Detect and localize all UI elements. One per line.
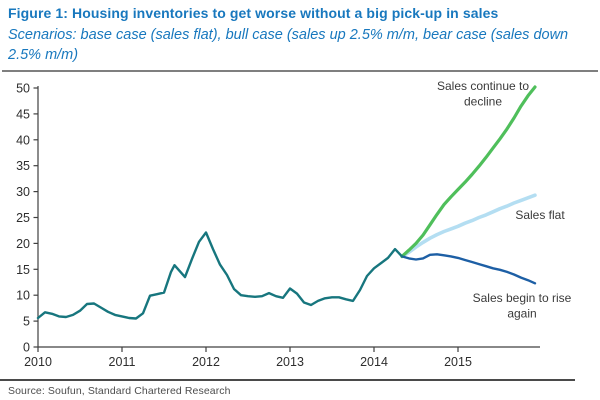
axis-lines [37,86,540,348]
annotation-bull-line2: again [507,307,536,321]
annotation-base-line1: Sales flat [515,208,565,222]
figure-subtitle: Scenarios: base case (sales flat), bull … [8,27,569,63]
x-axis-label-2011: 2011 [109,355,136,369]
y-axis-label-25: 25 [16,211,30,225]
header-separator [2,70,598,72]
series-bull-sales-begin-to-rise-again [400,253,537,285]
figure-header: Figure 1: Housing inventories to get wor… [8,4,594,65]
annotation-bear-line1: Sales continue to [437,79,529,93]
series-historical [36,231,404,320]
x-axis-label-2013: 2013 [276,355,304,369]
y-axis-label-15: 15 [16,263,30,277]
y-axis-label-45: 45 [16,107,30,121]
x-axis-label-2012: 2012 [192,355,220,369]
y-axis-label-20: 20 [16,237,30,251]
y-axis-label-40: 40 [16,133,30,147]
y-axis-label-35: 35 [16,159,30,173]
y-axis-label-5: 5 [23,315,30,329]
figure-title: Figure 1: Housing inventories to get wor… [8,5,499,21]
footer-separator [0,379,575,381]
annotation-bull-line1: Sales begin to rise [473,291,572,305]
x-axis-label-2015: 2015 [444,355,472,369]
y-axis-label-50: 50 [16,82,30,96]
source-note: Source: Soufun, Standard Chartered Resea… [8,385,231,397]
y-axis-label-30: 30 [16,185,30,199]
y-axis-label-0: 0 [23,341,30,355]
x-axis-label-2014: 2014 [360,355,388,369]
annotation-bear-line2: decline [464,95,502,109]
series-bear-sales-continue-to-decline [400,85,537,258]
x-axis-label-2010: 2010 [24,355,52,369]
y-axis-label-10: 10 [16,289,30,303]
series-base-sales-flat [400,193,537,259]
